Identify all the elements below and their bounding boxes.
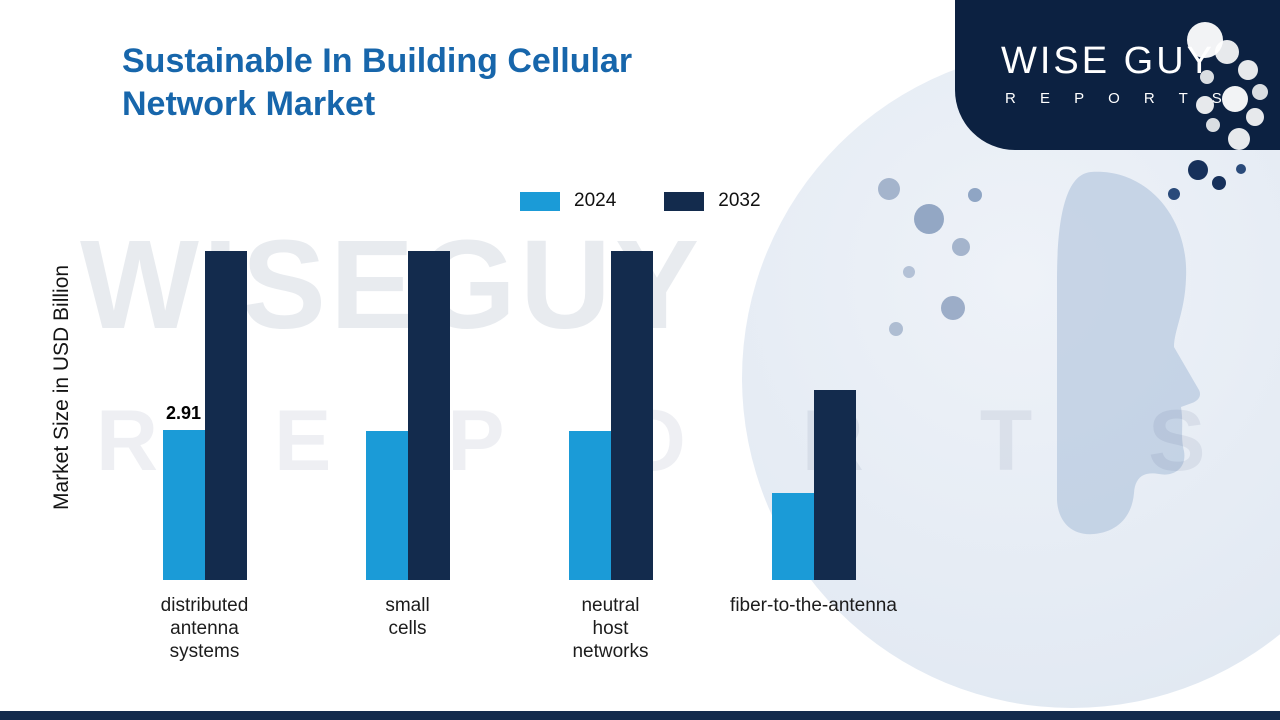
logo-head-dot (1200, 70, 1214, 84)
bar-2032 (407, 250, 450, 580)
legend-item-2024: 2024 (520, 190, 616, 212)
decor-dot (1212, 176, 1226, 190)
logo-reports-text: R E P O R T S (1005, 90, 1232, 107)
logo-head-dot (1252, 84, 1268, 100)
decor-dot (1188, 160, 1208, 180)
bars (365, 220, 450, 580)
bar-group-1: 2.91 distributed antenna systems (103, 220, 306, 664)
wiseguy-logo-panel: WISE GUY R E P O R T S (955, 0, 1280, 150)
decor-dot (1168, 188, 1180, 200)
category-label: fiber-to-the-antenna (730, 595, 897, 616)
decor-dot (903, 266, 915, 278)
legend-swatch-2024 (520, 191, 560, 211)
bar-group-4: fiber-to-the-antenna (712, 220, 915, 664)
head-profile-silhouette (1057, 171, 1201, 535)
logo-wiseguy-text: WISE GUY (1001, 40, 1216, 82)
bar-2032 (813, 389, 856, 580)
logo-head-dot (1222, 86, 1248, 112)
chart-legend: 2024 2032 (520, 190, 761, 212)
bottom-stripe (0, 711, 1280, 720)
legend-label-2024: 2024 (574, 190, 617, 211)
category-label: distributed antenna systems (160, 595, 249, 663)
bar-2024 (771, 492, 814, 580)
bar-2024 (162, 430, 205, 580)
bar-2032 (610, 250, 653, 580)
chart-title: Sustainable In Building Cellular Network… (122, 42, 633, 123)
bar-value-label: 2.91 (165, 403, 202, 424)
bar-2032 (204, 250, 247, 580)
logo-head-dot (1206, 118, 1220, 132)
bar-2024 (365, 430, 408, 580)
category-label: small cells (385, 595, 430, 640)
logo-head-dot (1215, 40, 1239, 64)
decor-dot (878, 178, 900, 200)
y-axis-label: Market Size in USD Billion (50, 264, 73, 511)
logo-head-dot (1246, 108, 1264, 126)
decor-dot (952, 238, 970, 256)
decor-dot (1236, 164, 1246, 174)
bar-group-2: small cells (306, 220, 509, 664)
bar-2024 (568, 430, 611, 580)
legend-label-2032: 2032 (718, 190, 761, 211)
bars (568, 220, 653, 580)
decor-dot (914, 204, 944, 234)
logo-head-dot (1196, 96, 1214, 114)
watermark-wiseguy: WISEGUY (80, 214, 704, 355)
legend-item-2032: 2032 (664, 190, 761, 212)
legend-swatch-2032 (664, 191, 705, 211)
decor-dot (941, 296, 965, 320)
bars: 2.91 (162, 220, 247, 580)
logo-head-dot (1228, 128, 1250, 150)
bar-group-3: neutral host networks (509, 220, 712, 664)
plot-area: 2.91 distributed antenna systems small cel… (103, 220, 915, 664)
decor-dot (889, 322, 903, 336)
category-label: neutral host networks (572, 595, 649, 663)
decor-dot (968, 188, 982, 202)
logo-head-dot (1238, 60, 1258, 80)
bars (771, 220, 856, 580)
